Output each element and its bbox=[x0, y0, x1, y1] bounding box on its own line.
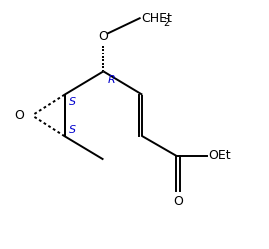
Text: S: S bbox=[69, 125, 76, 135]
Text: OEt: OEt bbox=[208, 149, 231, 162]
Text: CHEt: CHEt bbox=[141, 12, 172, 25]
Text: O: O bbox=[173, 195, 183, 208]
Text: O: O bbox=[98, 30, 108, 43]
Text: O: O bbox=[15, 109, 24, 122]
Text: 2: 2 bbox=[163, 18, 169, 28]
Text: R: R bbox=[108, 75, 116, 85]
Text: S: S bbox=[69, 97, 76, 108]
